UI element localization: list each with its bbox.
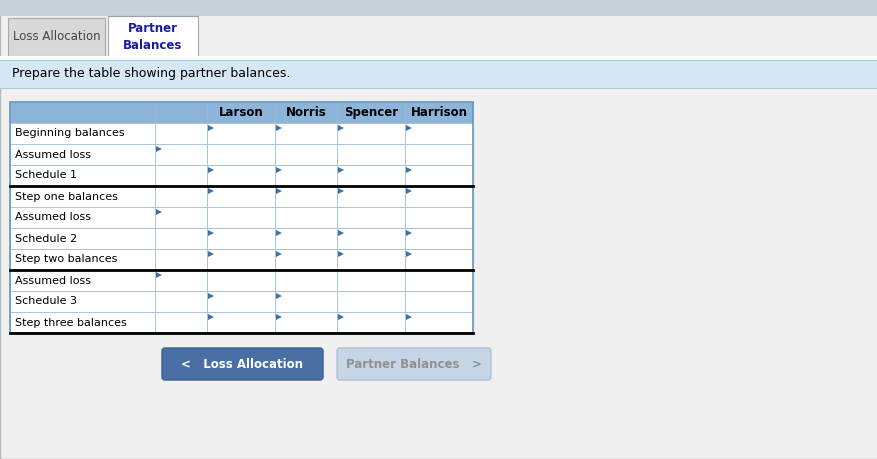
FancyBboxPatch shape — [275, 123, 337, 144]
Polygon shape — [275, 230, 282, 236]
FancyBboxPatch shape — [155, 186, 207, 207]
FancyBboxPatch shape — [337, 165, 404, 186]
FancyBboxPatch shape — [404, 249, 473, 270]
FancyBboxPatch shape — [404, 291, 473, 312]
FancyBboxPatch shape — [155, 165, 207, 186]
Polygon shape — [275, 167, 282, 173]
Polygon shape — [208, 167, 214, 173]
FancyBboxPatch shape — [10, 144, 155, 165]
FancyBboxPatch shape — [275, 312, 337, 333]
FancyBboxPatch shape — [337, 123, 404, 144]
FancyBboxPatch shape — [155, 312, 207, 333]
Polygon shape — [275, 125, 282, 131]
FancyBboxPatch shape — [10, 312, 155, 333]
FancyBboxPatch shape — [337, 249, 404, 270]
FancyBboxPatch shape — [155, 291, 207, 312]
Text: Spencer: Spencer — [344, 106, 397, 119]
FancyBboxPatch shape — [275, 144, 337, 165]
FancyBboxPatch shape — [0, 60, 877, 88]
FancyBboxPatch shape — [275, 186, 337, 207]
Polygon shape — [405, 230, 411, 236]
Polygon shape — [338, 188, 344, 194]
Text: Step three balances: Step three balances — [15, 318, 126, 328]
FancyBboxPatch shape — [0, 56, 877, 60]
Polygon shape — [208, 188, 214, 194]
FancyBboxPatch shape — [207, 186, 275, 207]
FancyBboxPatch shape — [404, 228, 473, 249]
Text: Prepare the table showing partner balances.: Prepare the table showing partner balanc… — [12, 67, 290, 80]
Polygon shape — [156, 209, 162, 215]
FancyBboxPatch shape — [275, 207, 337, 228]
FancyBboxPatch shape — [404, 165, 473, 186]
Polygon shape — [156, 272, 162, 278]
FancyBboxPatch shape — [10, 102, 473, 123]
Text: Schedule 1: Schedule 1 — [15, 170, 77, 180]
Text: Assumed loss: Assumed loss — [15, 275, 91, 285]
Text: Harrison: Harrison — [410, 106, 467, 119]
Polygon shape — [405, 251, 411, 257]
Text: Partner
Balances: Partner Balances — [123, 22, 182, 52]
FancyBboxPatch shape — [10, 165, 155, 186]
Text: Schedule 3: Schedule 3 — [15, 297, 77, 307]
Polygon shape — [156, 146, 162, 152]
FancyBboxPatch shape — [0, 0, 877, 16]
FancyBboxPatch shape — [155, 249, 207, 270]
FancyBboxPatch shape — [404, 207, 473, 228]
FancyBboxPatch shape — [207, 165, 275, 186]
FancyBboxPatch shape — [155, 207, 207, 228]
FancyBboxPatch shape — [337, 207, 404, 228]
FancyBboxPatch shape — [108, 16, 198, 58]
FancyBboxPatch shape — [207, 207, 275, 228]
Polygon shape — [275, 251, 282, 257]
FancyBboxPatch shape — [10, 207, 155, 228]
FancyBboxPatch shape — [155, 144, 207, 165]
FancyBboxPatch shape — [207, 270, 275, 291]
FancyBboxPatch shape — [275, 291, 337, 312]
Polygon shape — [405, 167, 411, 173]
FancyBboxPatch shape — [207, 144, 275, 165]
FancyBboxPatch shape — [404, 123, 473, 144]
Polygon shape — [338, 230, 344, 236]
FancyBboxPatch shape — [162, 348, 323, 380]
FancyBboxPatch shape — [8, 18, 105, 56]
FancyBboxPatch shape — [155, 270, 207, 291]
FancyBboxPatch shape — [207, 291, 275, 312]
Polygon shape — [338, 251, 344, 257]
FancyBboxPatch shape — [207, 228, 275, 249]
Polygon shape — [275, 293, 282, 299]
FancyBboxPatch shape — [10, 291, 155, 312]
FancyBboxPatch shape — [337, 270, 404, 291]
FancyBboxPatch shape — [207, 312, 275, 333]
FancyBboxPatch shape — [404, 186, 473, 207]
FancyBboxPatch shape — [275, 270, 337, 291]
FancyBboxPatch shape — [155, 228, 207, 249]
FancyBboxPatch shape — [337, 228, 404, 249]
FancyBboxPatch shape — [155, 123, 207, 144]
FancyBboxPatch shape — [10, 228, 155, 249]
FancyBboxPatch shape — [10, 186, 155, 207]
Polygon shape — [405, 314, 411, 320]
Polygon shape — [338, 314, 344, 320]
Polygon shape — [405, 125, 411, 131]
Polygon shape — [338, 125, 344, 131]
Polygon shape — [275, 314, 282, 320]
Text: Schedule 2: Schedule 2 — [15, 234, 77, 244]
Polygon shape — [208, 230, 214, 236]
Text: Step one balances: Step one balances — [15, 191, 118, 202]
Text: Assumed loss: Assumed loss — [15, 150, 91, 159]
Polygon shape — [208, 293, 214, 299]
FancyBboxPatch shape — [404, 144, 473, 165]
Polygon shape — [208, 125, 214, 131]
Text: Assumed loss: Assumed loss — [15, 213, 91, 223]
FancyBboxPatch shape — [404, 270, 473, 291]
Text: Larson: Larson — [218, 106, 263, 119]
Text: Step two balances: Step two balances — [15, 254, 118, 264]
FancyBboxPatch shape — [207, 249, 275, 270]
FancyBboxPatch shape — [337, 186, 404, 207]
Text: Beginning balances: Beginning balances — [15, 129, 125, 139]
Text: Norris: Norris — [285, 106, 326, 119]
FancyBboxPatch shape — [10, 270, 155, 291]
FancyBboxPatch shape — [337, 291, 404, 312]
FancyBboxPatch shape — [275, 165, 337, 186]
